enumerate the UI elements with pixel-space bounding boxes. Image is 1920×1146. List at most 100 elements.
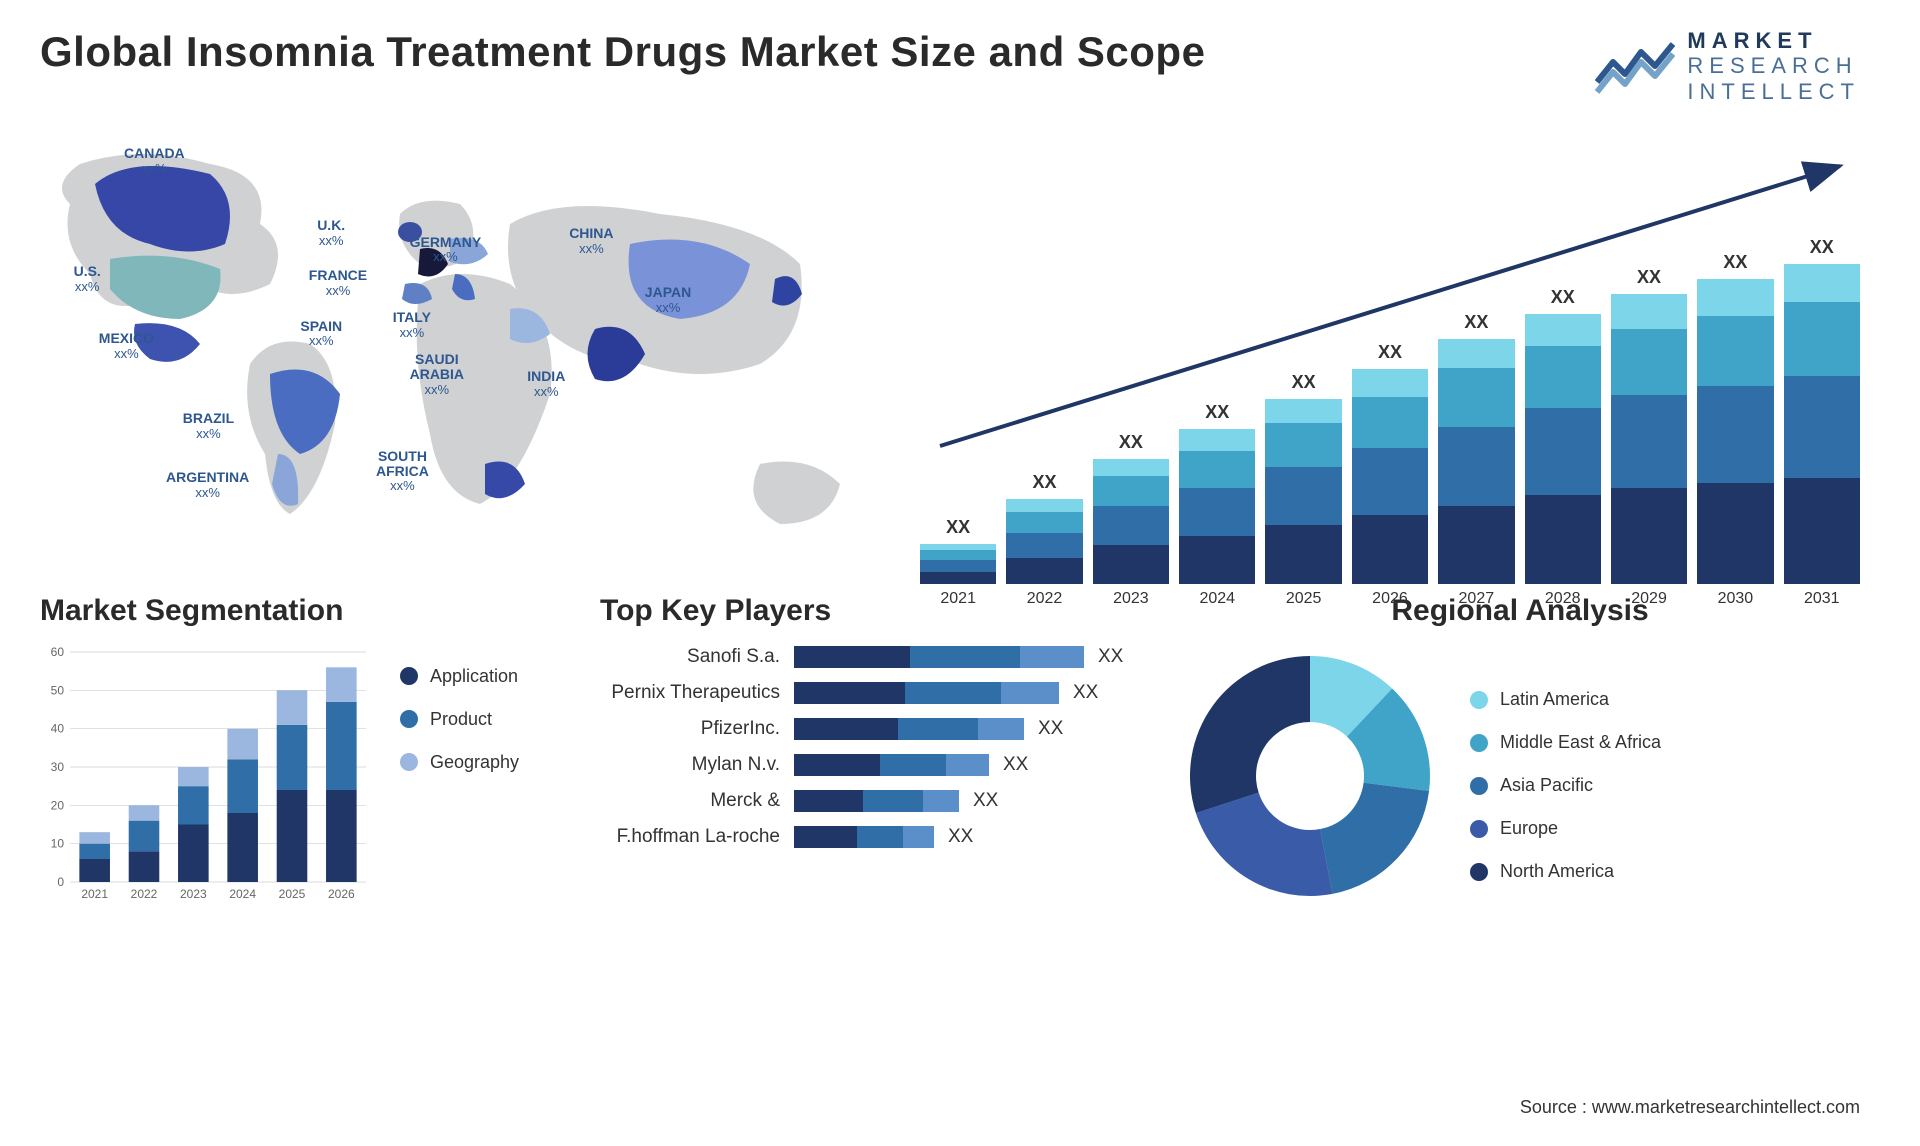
legend-label: Europe (1500, 818, 1558, 839)
growth-xtick: 2022 (1006, 590, 1082, 608)
player-bar (794, 754, 989, 776)
growth-value-label: XX (1697, 252, 1773, 273)
player-name: Pernix Therapeutics (600, 682, 780, 704)
map-label: FRANCExx% (309, 268, 367, 297)
growth-bar: 2027XX (1438, 339, 1514, 584)
growth-value-label: XX (1438, 312, 1514, 333)
svg-text:2021: 2021 (81, 887, 108, 901)
legend-dot-icon (400, 753, 418, 771)
growth-bar: 2024XX (1179, 429, 1255, 584)
growth-value-label: XX (1006, 472, 1082, 493)
legend-dot-icon (1470, 863, 1488, 881)
player-value: XX (948, 826, 973, 848)
growth-chart: 2021XX2022XX2023XX2024XX2025XX2026XX2027… (920, 134, 1860, 554)
regional-panel: Regional Analysis Latin AmericaMiddle Ea… (1180, 594, 1860, 906)
map-label: SPAINxx% (300, 319, 342, 348)
growth-value-label: XX (1784, 237, 1860, 258)
logo-line-3: INTELLECT (1687, 79, 1860, 104)
svg-text:2025: 2025 (279, 887, 306, 901)
map-label: CANADAxx% (124, 146, 185, 175)
segmentation-panel: Market Segmentation 01020304050602021202… (40, 594, 560, 906)
segmentation-legend: ApplicationProductGeography (400, 646, 519, 906)
map-label: BRAZILxx% (183, 411, 234, 440)
legend-label: Geography (430, 752, 519, 773)
legend-dot-icon (1470, 820, 1488, 838)
page-title: Global Insomnia Treatment Drugs Market S… (40, 28, 1205, 76)
growth-xtick: 2028 (1525, 590, 1601, 608)
player-bar (794, 790, 959, 812)
growth-bar: 2028XX (1525, 314, 1601, 584)
player-name: Mylan N.v. (600, 754, 780, 776)
player-value: XX (1073, 682, 1098, 704)
map-label: MEXICOxx% (99, 331, 154, 360)
player-value: XX (1038, 718, 1063, 740)
key-players-panel: Top Key Players Sanofi S.a.XXPernix Ther… (600, 594, 1140, 906)
svg-text:2022: 2022 (131, 887, 158, 901)
player-bar (794, 718, 1024, 740)
player-row: Merck & XX (600, 790, 1140, 812)
svg-text:2024: 2024 (229, 887, 256, 901)
svg-text:50: 50 (51, 683, 65, 697)
svg-text:40: 40 (51, 722, 65, 736)
growth-value-label: XX (920, 517, 996, 538)
growth-bar: 2030XX (1697, 279, 1773, 584)
legend-item: Middle East & Africa (1470, 732, 1661, 753)
key-players-list: Sanofi S.a.XXPernix TherapeuticsXXPfizer… (600, 646, 1140, 848)
growth-value-label: XX (1352, 342, 1428, 363)
logo-line-1: MARKET (1687, 28, 1860, 53)
legend-dot-icon (1470, 734, 1488, 752)
logo-line-2: RESEARCH (1687, 53, 1860, 78)
segmentation-chart: 0102030405060202120222023202420252026 (40, 646, 370, 906)
svg-text:20: 20 (51, 798, 65, 812)
map-label: CHINAxx% (569, 226, 613, 255)
growth-xtick: 2027 (1438, 590, 1514, 608)
player-name: PfizerInc. (600, 718, 780, 740)
growth-xtick: 2030 (1697, 590, 1773, 608)
map-label: SAUDIARABIAxx% (410, 352, 464, 396)
regional-legend: Latin America Middle East & Africa Asia Pa… (1470, 669, 1661, 882)
regional-donut-chart (1180, 646, 1440, 906)
legend-item: Geography (400, 752, 519, 773)
map-us (110, 256, 221, 319)
growth-xtick: 2021 (920, 590, 996, 608)
player-bar (794, 646, 1084, 668)
svg-text:0: 0 (57, 875, 64, 889)
growth-xtick: 2029 (1611, 590, 1687, 608)
growth-bar: 2022XX (1006, 499, 1082, 584)
map-label: U.K.xx% (317, 218, 345, 247)
player-name: Merck & (600, 790, 780, 812)
player-value: XX (973, 790, 998, 812)
legend-item: Europe (1470, 818, 1661, 839)
growth-bar: 2023XX (1093, 459, 1169, 584)
growth-bar: 2029XX (1611, 294, 1687, 584)
legend-item: Latin America (1470, 689, 1661, 710)
growth-value-label: XX (1265, 372, 1341, 393)
growth-bar: 2021XX (920, 544, 996, 584)
map-southafrica (485, 461, 525, 498)
growth-xtick: 2024 (1179, 590, 1255, 608)
legend-dot-icon (400, 710, 418, 728)
legend-item: Application (400, 666, 519, 687)
player-row: PfizerInc. XX (600, 718, 1140, 740)
legend-label: Asia Pacific (1500, 775, 1593, 796)
map-label: INDIAxx% (527, 369, 565, 398)
world-map-panel: CANADAxx%U.S.xx%MEXICOxx%BRAZILxx%ARGENT… (40, 134, 880, 554)
map-label: ITALYxx% (393, 310, 431, 339)
player-row: Pernix Therapeutics XX (600, 682, 1140, 704)
svg-text:2026: 2026 (328, 887, 355, 901)
growth-xtick: 2025 (1265, 590, 1341, 608)
player-bar (794, 826, 934, 848)
legend-label: Middle East & Africa (1500, 732, 1661, 753)
player-value: XX (1098, 646, 1123, 668)
growth-value-label: XX (1525, 287, 1601, 308)
map-label: GERMANYxx% (410, 235, 482, 264)
legend-label: Application (430, 666, 518, 687)
map-label: U.S.xx% (74, 264, 101, 293)
growth-xtick: 2023 (1093, 590, 1169, 608)
map-label: SOUTHAFRICAxx% (376, 449, 429, 493)
growth-xtick: 2031 (1784, 590, 1860, 608)
brand-logo: MARKET RESEARCH INTELLECT (1595, 28, 1860, 104)
growth-value-label: XX (1611, 267, 1687, 288)
player-name: Sanofi S.a. (600, 646, 780, 668)
growth-value-label: XX (1179, 402, 1255, 423)
